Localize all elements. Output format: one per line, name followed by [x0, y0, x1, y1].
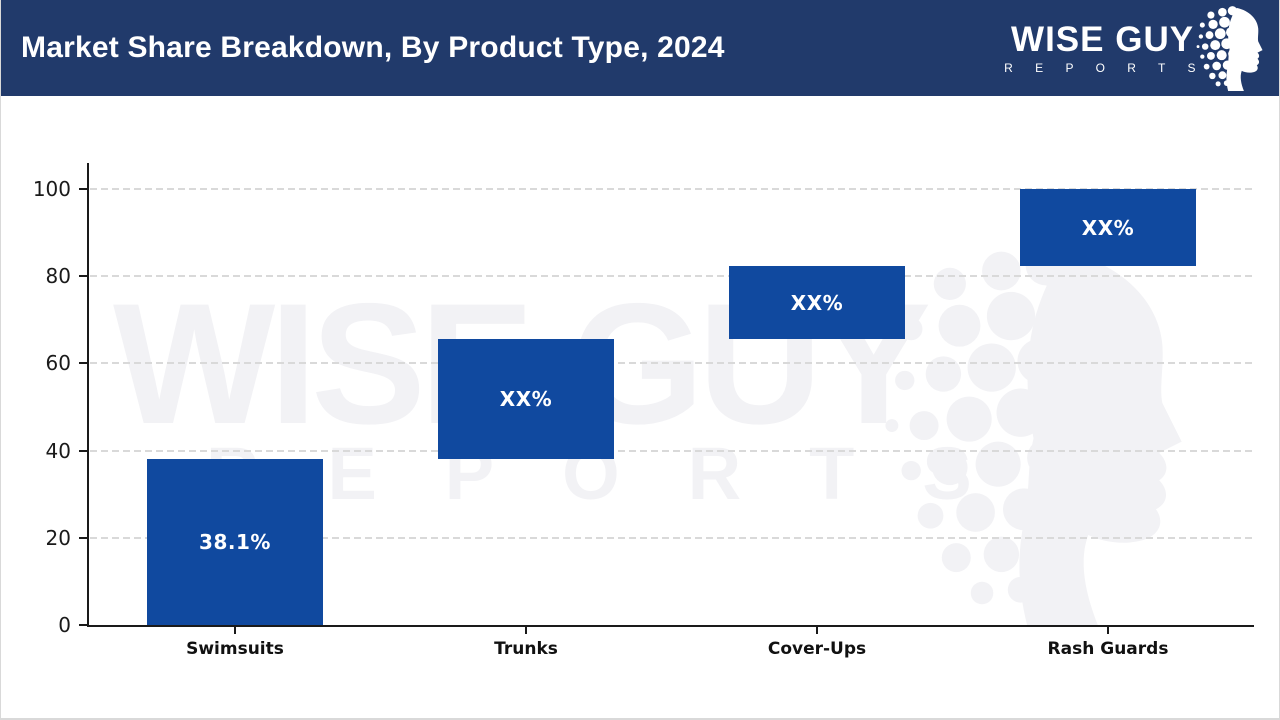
y-axis-tick: [79, 537, 88, 539]
x-axis-tick: [525, 627, 527, 634]
bar-value-label: XX%: [499, 387, 553, 411]
x-axis-tick: [1107, 627, 1109, 634]
y-axis-tick-label: 0: [58, 613, 71, 637]
bar-value-label: 38.1%: [199, 530, 271, 554]
logo-subtitle: R E P O R T S: [1004, 60, 1205, 75]
wiseguy-head-icon: [1196, 6, 1263, 91]
y-axis-tick-label: 60: [45, 351, 71, 375]
y-axis-tick-label: 80: [45, 264, 71, 288]
x-axis-tick: [816, 627, 818, 634]
x-axis-spine: [87, 625, 1254, 627]
gridline: [90, 362, 1254, 364]
gridline: [90, 450, 1254, 452]
x-axis-tick-label: Swimsuits: [186, 639, 284, 659]
watermark-head-icon: [885, 243, 1182, 626]
x-axis-tick-label: Rash Guards: [1047, 639, 1169, 659]
x-axis-tick-label: Trunks: [494, 639, 558, 659]
wiseguy-logo: WISE GUY R E P O R T S: [1000, 0, 1269, 96]
y-axis-tick: [79, 275, 88, 277]
y-axis-tick: [79, 188, 88, 190]
bar-trunks: XX%: [438, 339, 614, 459]
gridline: [90, 275, 1254, 277]
gridline: [90, 537, 1254, 539]
logo-wordmark: WISE GUY: [1011, 19, 1195, 59]
bar-cover-ups: XX%: [729, 266, 905, 339]
header: Market Share Breakdown, By Product Type,…: [1, 0, 1279, 96]
gridline: [90, 188, 1254, 190]
bar-value-label: XX%: [790, 290, 844, 315]
y-axis-tick: [79, 362, 88, 364]
y-axis-tick-label: 20: [45, 526, 71, 550]
x-axis-tick: [234, 627, 236, 634]
chart-title: Market Share Breakdown, By Product Type,…: [21, 31, 725, 64]
bar-value-label: XX%: [1081, 215, 1135, 240]
y-axis-tick: [79, 450, 88, 452]
y-axis-tick: [79, 624, 88, 626]
y-axis-tick-label: 100: [32, 177, 71, 201]
y-axis-tick-label: 40: [45, 439, 71, 463]
y-axis-spine: [87, 163, 89, 627]
bar-rash-guards: XX%: [1020, 189, 1196, 266]
bar-swimsuits: 38.1%: [147, 459, 323, 625]
logo-text: WISE GUY R E P O R T S: [1000, 22, 1205, 75]
x-axis-tick-label: Cover-Ups: [767, 639, 867, 659]
